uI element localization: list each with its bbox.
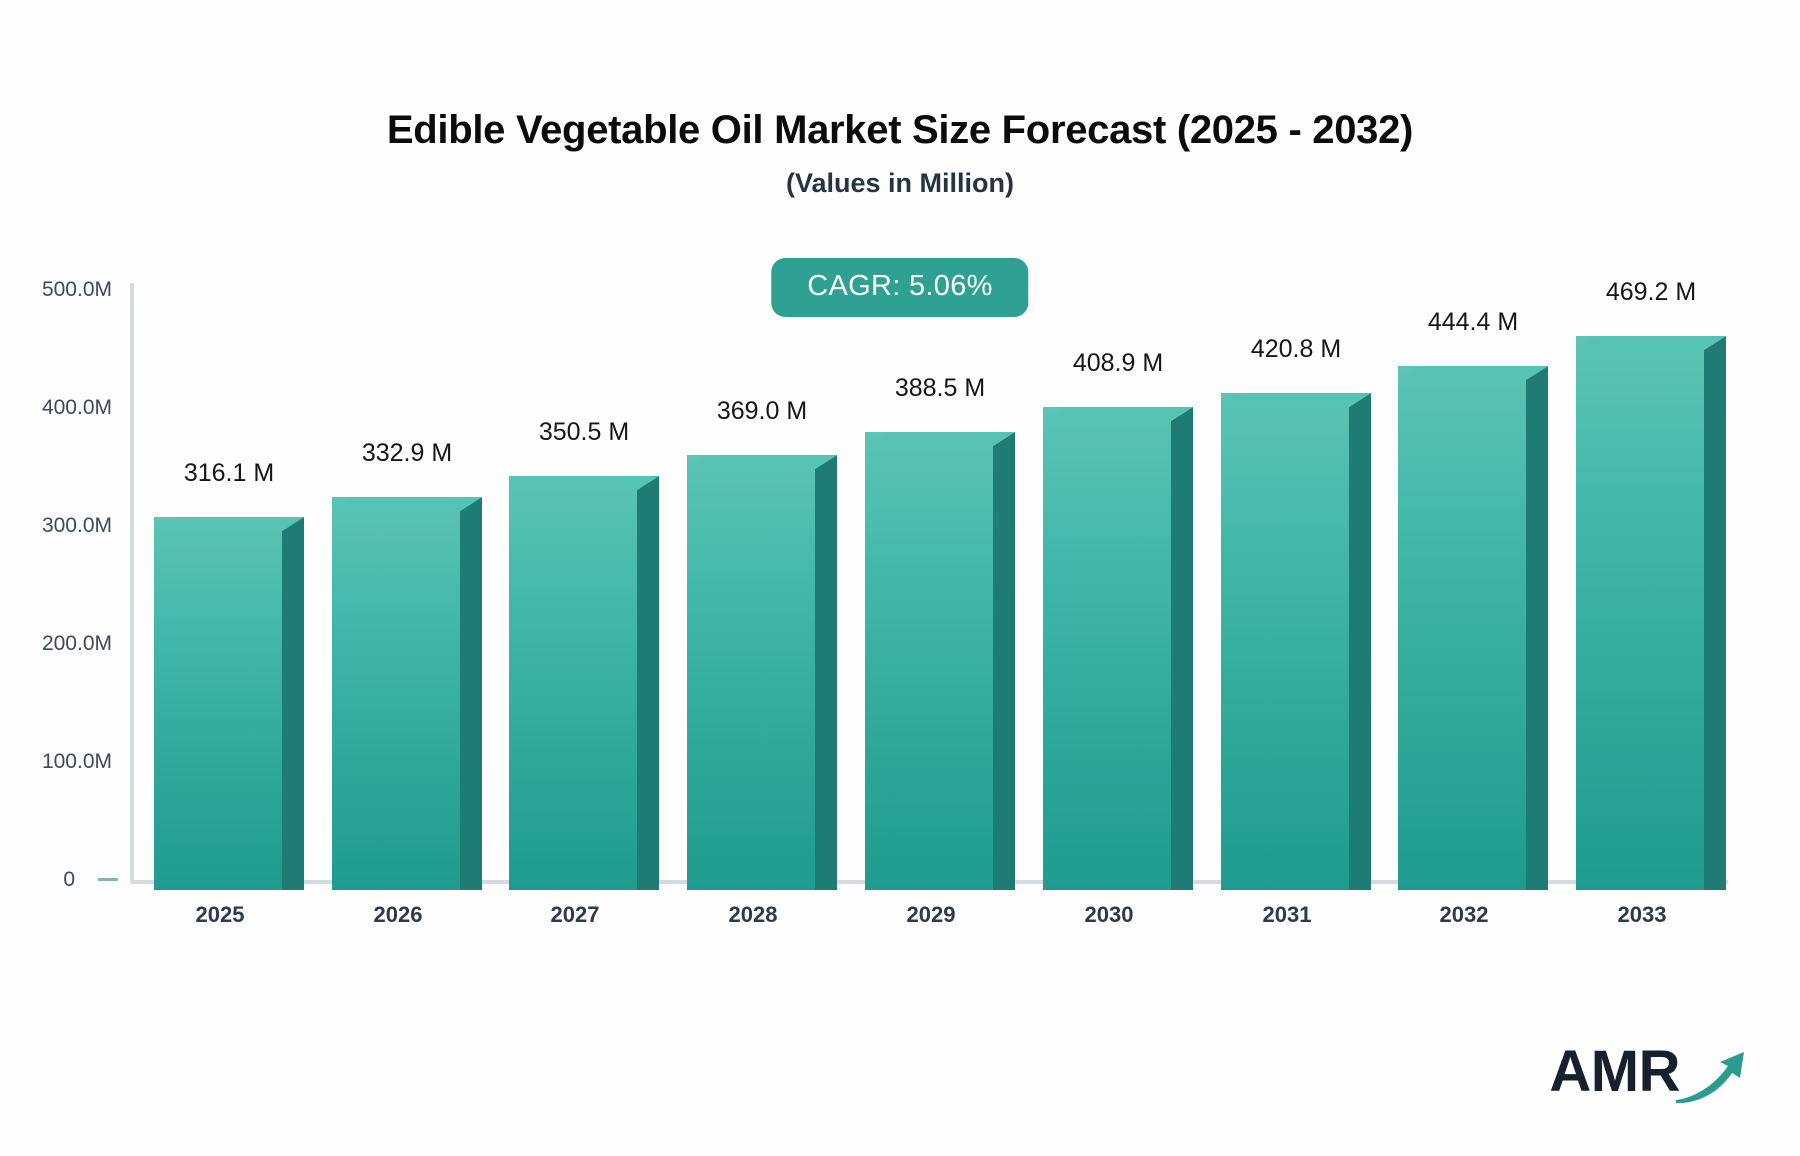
bar-top-face xyxy=(154,517,304,531)
bar-side-face xyxy=(460,497,482,890)
bar-top-face xyxy=(332,497,482,511)
bar-side-face xyxy=(282,517,304,890)
bar-front-face xyxy=(1398,366,1526,890)
bar-side-face xyxy=(1526,366,1548,890)
y-tick-label: 500.0M xyxy=(41,278,112,301)
bar-2033[interactable] xyxy=(1576,336,1726,890)
bar-top-face xyxy=(1398,366,1548,380)
bar-side-face xyxy=(1349,393,1371,890)
bar-top-face xyxy=(1043,407,1193,421)
bar-value-label: 332.9 M xyxy=(361,439,453,467)
chart-title: Edible Vegetable Oil Market Size Forecas… xyxy=(386,108,1414,152)
bar-2031[interactable] xyxy=(1221,393,1371,890)
bar-front-face xyxy=(687,455,815,890)
bar-side-face xyxy=(1704,336,1726,890)
bar-top-face xyxy=(1221,393,1371,407)
bar-side-face xyxy=(815,455,837,890)
bar-2026[interactable] xyxy=(332,497,482,890)
x-tick-label-2032: 2032 xyxy=(1439,902,1489,927)
y-tick-label: 400.0M xyxy=(41,396,112,419)
bar-value-label: 388.5 M xyxy=(894,374,986,402)
bar-front-face xyxy=(1221,393,1349,890)
x-tick-label-2033: 2033 xyxy=(1617,902,1667,927)
logo-text: AMR xyxy=(1549,1039,1680,1104)
bar-value-label: 469.2 M xyxy=(1605,278,1697,306)
bar-value-label: 408.9 M xyxy=(1072,349,1164,377)
bar-2027[interactable] xyxy=(509,476,659,890)
chart-subtitle: (Values in Million) xyxy=(785,168,1015,198)
bar-front-face xyxy=(1576,336,1704,890)
y-tick-label: 300.0M xyxy=(41,514,112,537)
x-tick-label-2031: 2031 xyxy=(1262,902,1312,927)
bar-2028[interactable] xyxy=(687,455,837,890)
bar-top-face xyxy=(509,476,659,490)
growth-arrow-icon xyxy=(1674,1048,1748,1109)
y-tick-label: 200.0M xyxy=(41,632,112,655)
x-tick-label-2027: 2027 xyxy=(550,902,600,927)
bar-front-face xyxy=(332,497,460,890)
bar-side-face xyxy=(637,476,659,890)
x-tick-label-2026: 2026 xyxy=(373,902,423,927)
bar-front-face xyxy=(1043,407,1171,890)
bar-2025[interactable] xyxy=(154,517,304,890)
amr-logo: AMR xyxy=(1549,1036,1748,1108)
plot-area: 500.0M 400.0M 300.0M 200.0M 100.0M 0 316.1 M 3… xyxy=(42,278,1730,927)
x-tick-label-2025: 2025 xyxy=(195,902,245,927)
bar-front-face xyxy=(154,517,282,890)
y-axis-zero-tick xyxy=(98,878,118,881)
x-tick-label-2028: 2028 xyxy=(728,902,778,927)
bar-2030[interactable] xyxy=(1043,407,1193,890)
bar-2029[interactable] xyxy=(865,432,1015,890)
cagr-badge: CAGR: 5.06% xyxy=(771,258,1029,317)
bar-front-face xyxy=(509,476,637,890)
x-tick-label-2029: 2029 xyxy=(906,902,956,927)
bar-value-label: 369.0 M xyxy=(716,397,808,425)
y-axis-line xyxy=(130,283,134,880)
bar-side-face xyxy=(993,432,1015,890)
bar-side-face xyxy=(1171,407,1193,890)
y-tick-label: 100.0M xyxy=(41,750,112,773)
bar-front-face xyxy=(865,432,993,890)
x-tick-label-2030: 2030 xyxy=(1084,902,1134,927)
bar-value-label: 350.5 M xyxy=(538,418,630,446)
y-tick-label-zero: 0 xyxy=(63,868,75,891)
bar-top-face xyxy=(865,432,1015,446)
bar-value-label: 444.4 M xyxy=(1427,308,1519,336)
bar-2032[interactable] xyxy=(1398,366,1548,890)
bar-top-face xyxy=(687,455,837,469)
bar-top-face xyxy=(1576,336,1726,350)
bar-value-label: 316.1 M xyxy=(183,459,275,487)
bar-value-label: 420.8 M xyxy=(1250,335,1342,363)
